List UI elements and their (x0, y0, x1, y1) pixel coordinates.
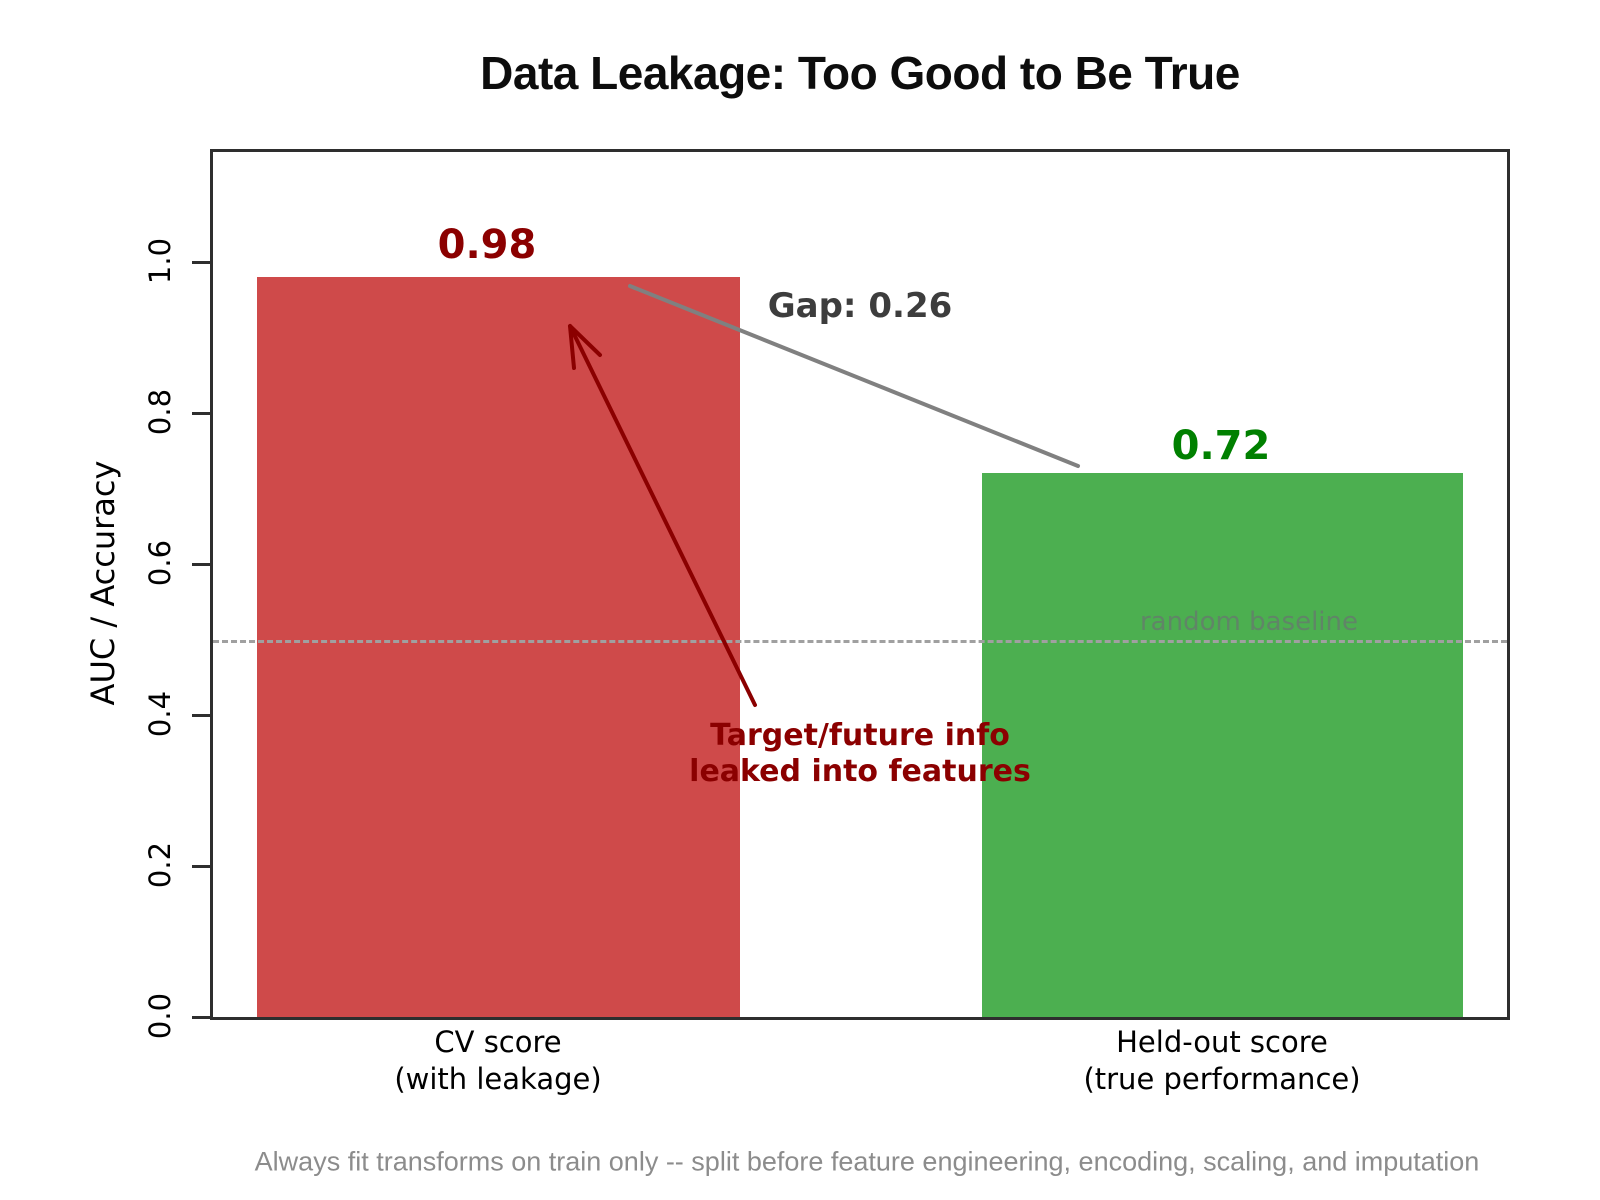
x-category-cv-line1: CV score (434, 1025, 562, 1059)
x-category-cv: CV score (with leakage) (394, 1024, 601, 1098)
y-tick-label: 0.8 (143, 388, 177, 436)
value-label-heldout: 0.72 (1171, 423, 1271, 469)
y-tick-mark (192, 714, 211, 717)
y-tick-mark (192, 1016, 211, 1019)
y-tick-label: 0.2 (143, 841, 177, 889)
plot-area: random baseline (210, 149, 1510, 1020)
y-tick-label: 1.0 (143, 237, 177, 285)
random-baseline-label: random baseline (1139, 607, 1359, 637)
y-tick-mark (192, 563, 211, 566)
x-category-heldout-line1: Held-out score (1116, 1025, 1328, 1059)
chart-title: Data Leakage: Too Good to Be True (480, 47, 1240, 99)
y-tick-label: 0.4 (143, 690, 177, 738)
y-tick-mark (192, 261, 211, 264)
y-axis-label: AUC / Accuracy (84, 460, 122, 706)
x-category-heldout-line2: (true performance) (1083, 1062, 1361, 1096)
y-tick-label: 0.6 (143, 539, 177, 587)
leak-annotation-line1: Target/future info (710, 718, 1010, 753)
leak-annotation-line2: leaked into features (689, 754, 1031, 789)
value-label-cv: 0.98 (437, 222, 537, 268)
x-category-cv-line2: (with leakage) (394, 1062, 602, 1096)
random-baseline-line (213, 640, 1507, 643)
bar-cv-leakage (257, 277, 740, 1017)
caption: Always fit transforms on train only -- s… (254, 1146, 1480, 1177)
y-tick-label: 0.0 (143, 992, 177, 1040)
y-tick-mark (192, 865, 211, 868)
y-tick-mark (192, 412, 211, 415)
x-category-heldout: Held-out score (true performance) (1083, 1024, 1360, 1098)
gap-label: Gap: 0.26 (767, 286, 953, 326)
leak-annotation: Target/future info leaked into features (689, 718, 1031, 790)
bar-heldout (982, 473, 1463, 1017)
